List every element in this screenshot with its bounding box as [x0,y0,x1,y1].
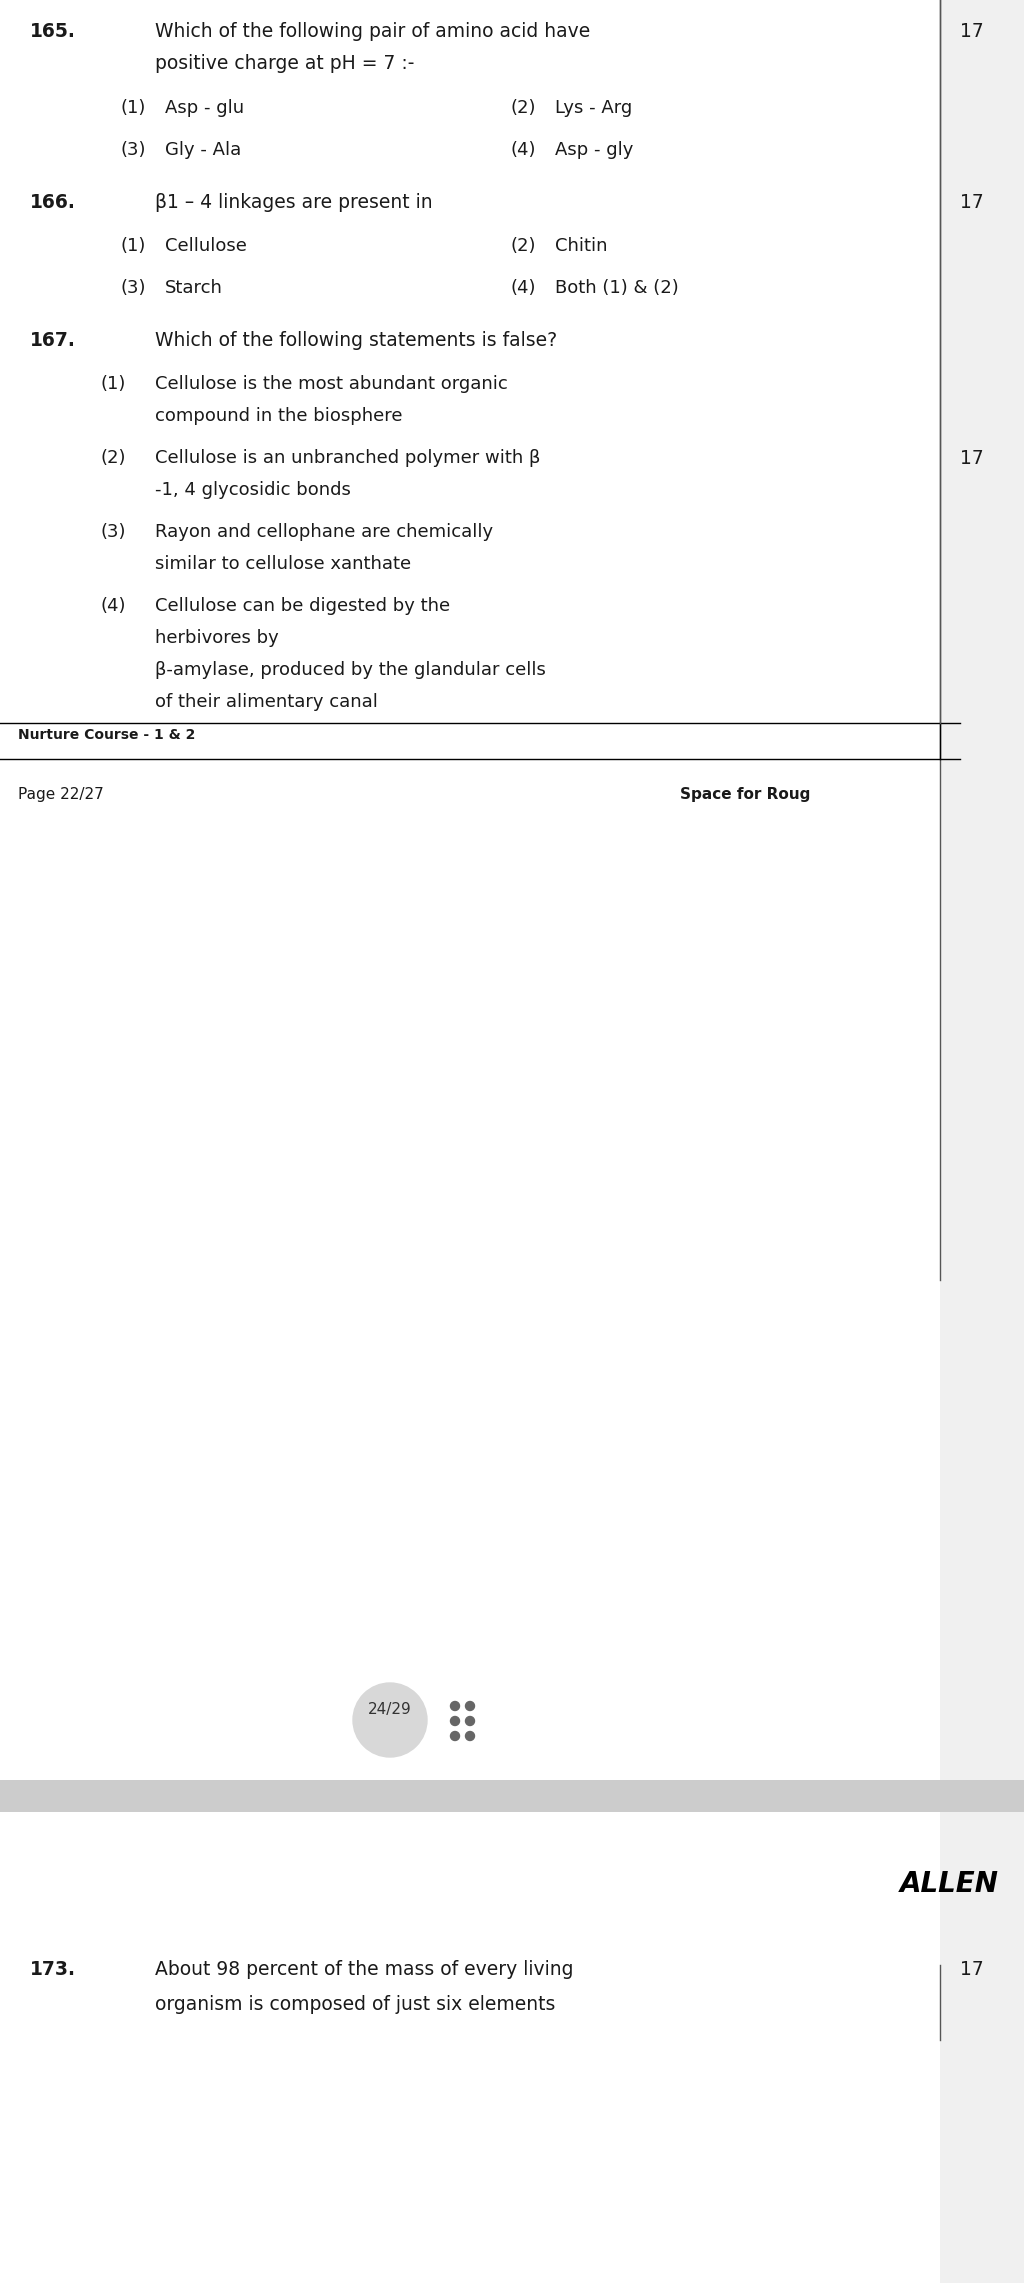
Text: Cellulose can be digested by the: Cellulose can be digested by the [155,596,451,614]
Text: (1): (1) [120,237,145,256]
Text: 17: 17 [961,1961,984,1979]
Text: herbivores by: herbivores by [155,630,279,646]
Text: Page 22/27: Page 22/27 [18,788,103,801]
FancyBboxPatch shape [0,1781,1024,1813]
Text: (3): (3) [120,279,145,297]
Text: 17: 17 [961,23,984,41]
Text: (3): (3) [120,142,145,160]
Text: (2): (2) [510,237,536,256]
Text: Nurture Course - 1 & 2: Nurture Course - 1 & 2 [18,728,196,742]
Circle shape [353,1683,427,1758]
Text: Asp - glu: Asp - glu [165,98,244,116]
Text: 24/29: 24/29 [368,1703,412,1717]
Text: Chitin: Chitin [555,237,607,256]
Text: 17: 17 [961,450,984,468]
Text: 167.: 167. [30,331,76,349]
Text: 165.: 165. [30,23,76,41]
Text: 17: 17 [961,194,984,212]
Circle shape [466,1701,474,1710]
Text: organism is composed of just six elements: organism is composed of just six element… [155,1995,555,2014]
Text: Rayon and cellophane are chemically: Rayon and cellophane are chemically [155,523,494,541]
FancyBboxPatch shape [940,0,1024,2283]
Text: Both (1) & (2): Both (1) & (2) [555,279,679,297]
Text: Space for Roug: Space for Roug [680,788,810,801]
Text: Cellulose is an unbranched polymer with β: Cellulose is an unbranched polymer with … [155,450,541,468]
Circle shape [451,1701,460,1710]
Text: (1): (1) [100,374,125,393]
Text: (4): (4) [100,596,126,614]
Text: Starch: Starch [165,279,223,297]
Text: (2): (2) [510,98,536,116]
Text: Asp - gly: Asp - gly [555,142,634,160]
Text: 166.: 166. [30,194,76,212]
Text: (4): (4) [510,142,536,160]
Text: positive charge at pH = 7 :-: positive charge at pH = 7 :- [155,55,415,73]
Text: ALLEN: ALLEN [900,1870,999,1897]
Text: β-amylase, produced by the glandular cells: β-amylase, produced by the glandular cel… [155,662,546,678]
FancyBboxPatch shape [0,0,961,2283]
Text: (4): (4) [510,279,536,297]
Text: (1): (1) [120,98,145,116]
Text: Cellulose is the most abundant organic: Cellulose is the most abundant organic [155,374,508,393]
Text: Which of the following pair of amino acid have: Which of the following pair of amino aci… [155,23,590,41]
Circle shape [451,1731,460,1740]
Text: similar to cellulose xanthate: similar to cellulose xanthate [155,555,411,573]
Text: 173.: 173. [30,1961,76,1979]
Text: Which of the following statements is false?: Which of the following statements is fal… [155,331,557,349]
Text: β1 – 4 linkages are present in: β1 – 4 linkages are present in [155,194,432,212]
Text: Cellulose: Cellulose [165,237,247,256]
Text: Gly - Ala: Gly - Ala [165,142,242,160]
Text: of their alimentary canal: of their alimentary canal [155,694,378,710]
Circle shape [451,1717,460,1726]
Circle shape [466,1717,474,1726]
Text: -1, 4 glycosidic bonds: -1, 4 glycosidic bonds [155,482,351,500]
Text: compound in the biosphere: compound in the biosphere [155,406,402,425]
Text: (3): (3) [100,523,126,541]
Text: (2): (2) [100,450,126,468]
Circle shape [466,1731,474,1740]
Text: Lys - Arg: Lys - Arg [555,98,632,116]
Text: About 98 percent of the mass of every living: About 98 percent of the mass of every li… [155,1961,573,1979]
